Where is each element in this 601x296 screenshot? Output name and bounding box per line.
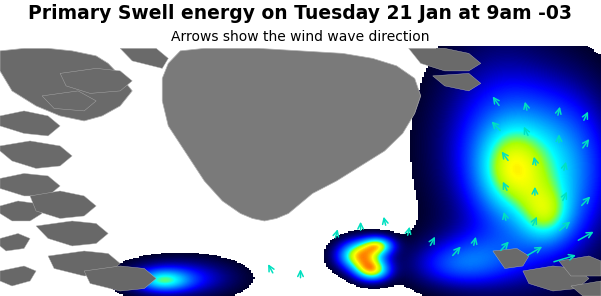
Polygon shape [559,256,601,276]
Polygon shape [84,266,156,291]
Polygon shape [30,191,96,218]
Polygon shape [48,251,120,276]
Polygon shape [0,141,72,168]
Polygon shape [0,266,36,286]
Polygon shape [571,281,601,296]
Polygon shape [0,234,30,251]
Text: Arrows show the wind wave direction: Arrows show the wind wave direction [171,30,430,44]
Polygon shape [0,201,42,221]
Polygon shape [409,48,481,71]
Polygon shape [493,248,529,268]
Polygon shape [120,48,168,68]
Polygon shape [433,73,481,91]
Polygon shape [0,173,60,196]
Polygon shape [42,91,96,111]
Polygon shape [162,48,421,221]
Polygon shape [60,68,132,94]
Polygon shape [0,48,132,121]
Polygon shape [0,111,60,136]
Polygon shape [36,221,108,246]
Text: Primary Swell energy on Tuesday 21 Jan at 9am -03: Primary Swell energy on Tuesday 21 Jan a… [28,4,573,23]
Polygon shape [523,266,589,291]
